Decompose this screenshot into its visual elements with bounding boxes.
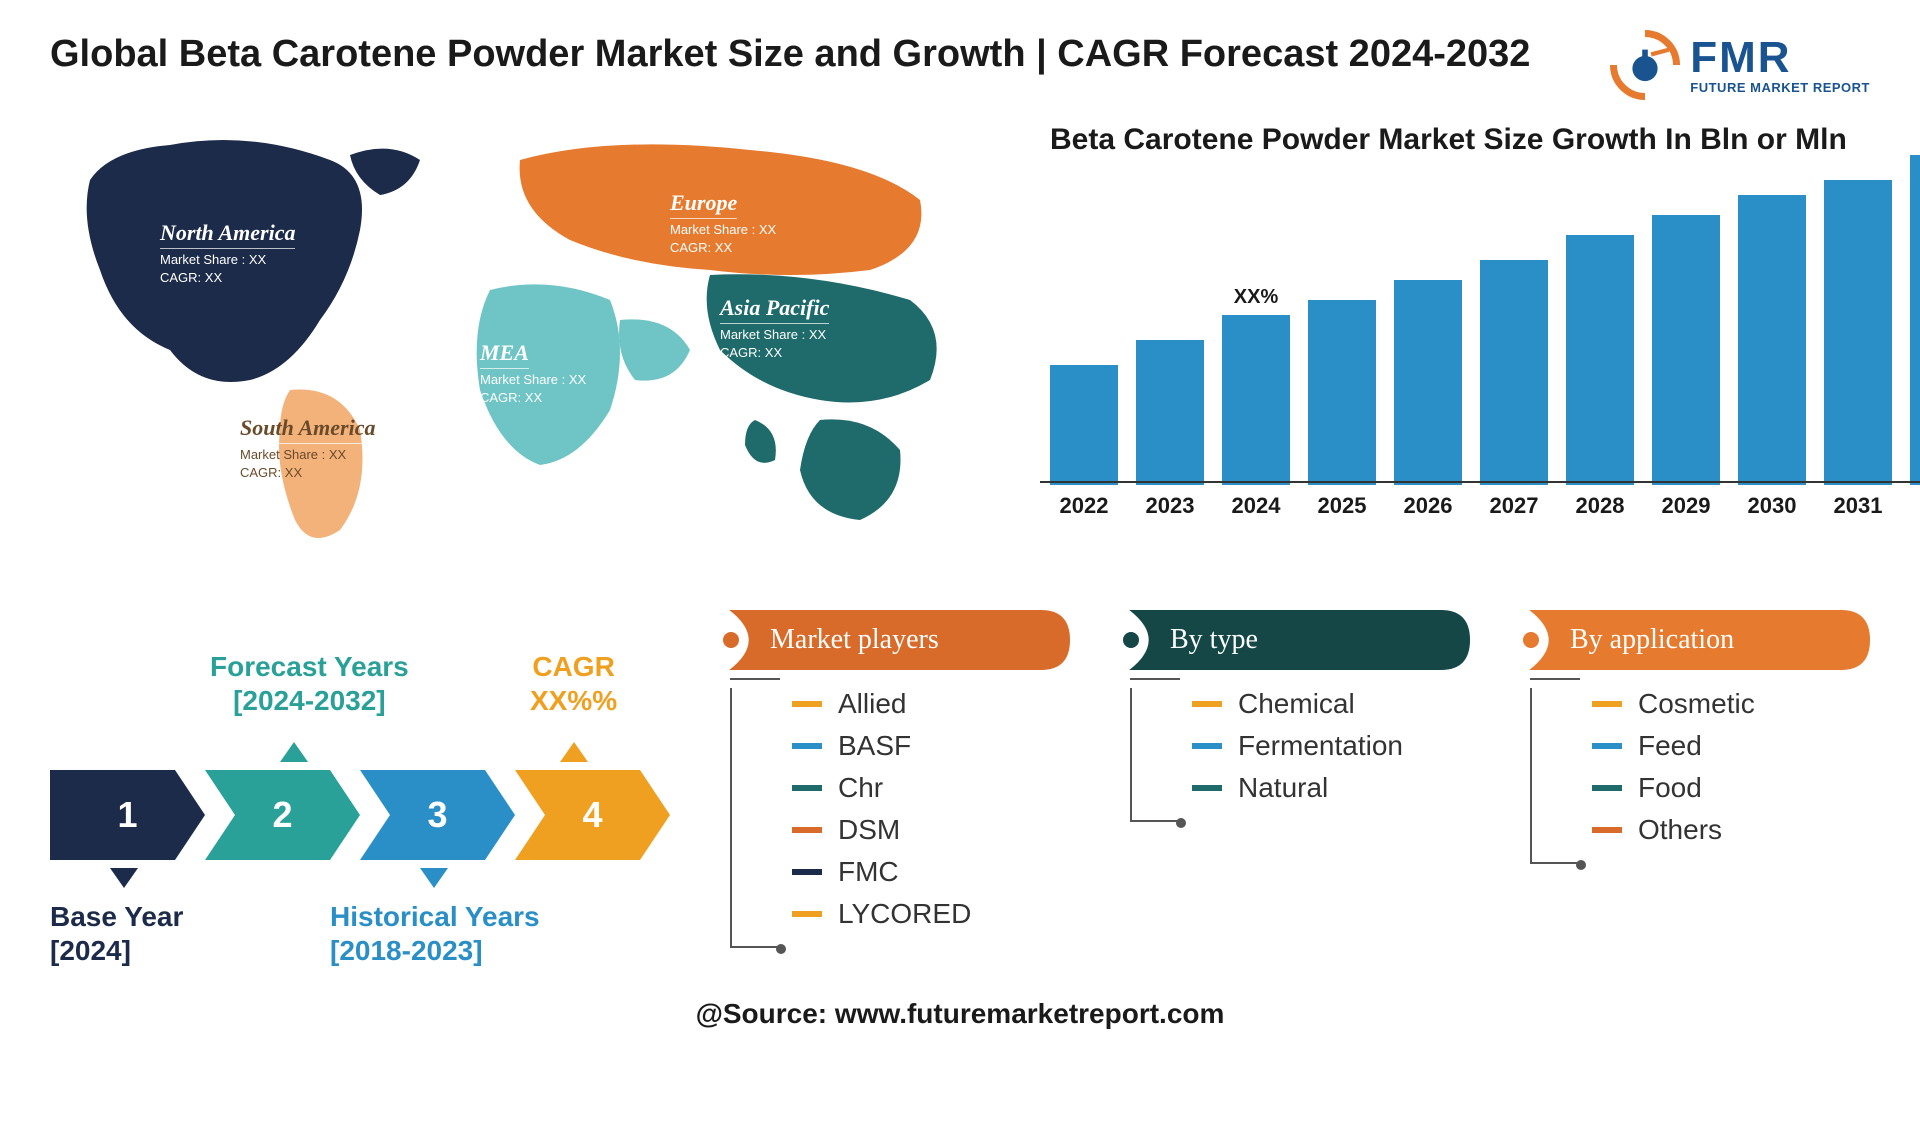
list-item: Others bbox=[1592, 814, 1870, 846]
category-list: Allied BASF Chr DSM FMC LYCORED bbox=[730, 688, 1070, 948]
hist-label: Historical Years bbox=[330, 900, 540, 934]
arrow-down-icon bbox=[110, 868, 138, 888]
bar-2022: 2022 bbox=[1050, 336, 1118, 519]
logo-text-main: FMR bbox=[1690, 36, 1870, 80]
forecast-label: Forecast Years bbox=[210, 650, 409, 684]
bar-2023: 2023 bbox=[1136, 311, 1204, 519]
forecast-range: [2024-2032] bbox=[210, 684, 409, 718]
bar-2026: 2026 bbox=[1394, 251, 1462, 519]
timeline-seg-3: 3 bbox=[360, 770, 515, 860]
list-item: Chr bbox=[792, 772, 1070, 804]
timeline: Forecast Years [2024-2032] CAGR XX%% 123… bbox=[50, 650, 670, 860]
timeline-seg-1: 1 bbox=[50, 770, 205, 860]
list-item: Cosmetic bbox=[1592, 688, 1870, 720]
region-eu: EuropeMarket Share : XXCAGR: XX bbox=[670, 190, 776, 257]
list-item: Natural bbox=[1192, 772, 1470, 804]
list-item: FMC bbox=[792, 856, 1070, 888]
bar-chart: 2022 2023XX%2024 2025 2026 2027 2028 202… bbox=[1050, 179, 1920, 519]
list-item: Allied bbox=[792, 688, 1070, 720]
source-text: @Source: www.futuremarketreport.com bbox=[50, 998, 1870, 1030]
page-title: Global Beta Carotene Powder Market Size … bbox=[50, 30, 1530, 79]
region-na: North AmericaMarket Share : XXCAGR: XX bbox=[160, 220, 295, 287]
category-list: Chemical Fermentation Natural bbox=[1130, 688, 1470, 822]
bar-2031: 2031 bbox=[1824, 151, 1892, 519]
bar-2027: 2027 bbox=[1480, 231, 1548, 519]
category-pill: Market players bbox=[700, 610, 1070, 670]
cagr-range: XX%% bbox=[530, 684, 617, 718]
cagr-label: CAGR bbox=[530, 650, 617, 684]
chart-title: Beta Carotene Powder Market Size Growth … bbox=[1050, 120, 1920, 159]
hist-range: [2018-2023] bbox=[330, 934, 540, 968]
list-item: DSM bbox=[792, 814, 1070, 846]
logo-text-sub: FUTURE MARKET REPORT bbox=[1690, 80, 1870, 95]
bar-2029: 2029 bbox=[1652, 186, 1720, 519]
by-application-block: By application Cosmetic Feed Food Others bbox=[1500, 610, 1870, 864]
arrow-down-icon bbox=[420, 868, 448, 888]
list-item: Food bbox=[1592, 772, 1870, 804]
bar-2030: 2030 bbox=[1738, 166, 1806, 519]
market-players-block: Market players Allied BASF Chr DSM FMC LYCORED bbox=[700, 610, 1070, 948]
timeline-seg-2: 2 bbox=[205, 770, 360, 860]
list-item: Fermentation bbox=[1192, 730, 1470, 762]
base-range: [2024] bbox=[50, 934, 183, 968]
list-item: Feed bbox=[1592, 730, 1870, 762]
fmr-logo-icon bbox=[1610, 30, 1680, 100]
by-type-block: By type Chemical Fermentation Natural bbox=[1100, 610, 1470, 822]
region-sa: South AmericaMarket Share : XXCAGR: XX bbox=[240, 415, 376, 482]
bar-2024: XX%2024 bbox=[1222, 286, 1290, 519]
category-pill: By type bbox=[1100, 610, 1470, 670]
arrow-up-icon bbox=[560, 742, 588, 762]
region-ap: Asia PacificMarket Share : XXCAGR: XX bbox=[720, 295, 829, 362]
logo: FMR FUTURE MARKET REPORT bbox=[1610, 30, 1870, 100]
bar-2032: XX%2032 bbox=[1910, 126, 1920, 519]
base-label: Base Year bbox=[50, 900, 183, 934]
list-item: LYCORED bbox=[792, 898, 1070, 930]
bar-2028: 2028 bbox=[1566, 206, 1634, 519]
list-item: BASF bbox=[792, 730, 1070, 762]
category-pill: By application bbox=[1500, 610, 1870, 670]
region-mea: MEAMarket Share : XXCAGR: XX bbox=[480, 340, 586, 407]
list-item: Chemical bbox=[1192, 688, 1470, 720]
timeline-seg-4: 4 bbox=[515, 770, 670, 860]
arrow-up-icon bbox=[280, 742, 308, 762]
world-map: North AmericaMarket Share : XXCAGR: XX So… bbox=[50, 120, 1010, 560]
category-list: Cosmetic Feed Food Others bbox=[1530, 688, 1870, 864]
